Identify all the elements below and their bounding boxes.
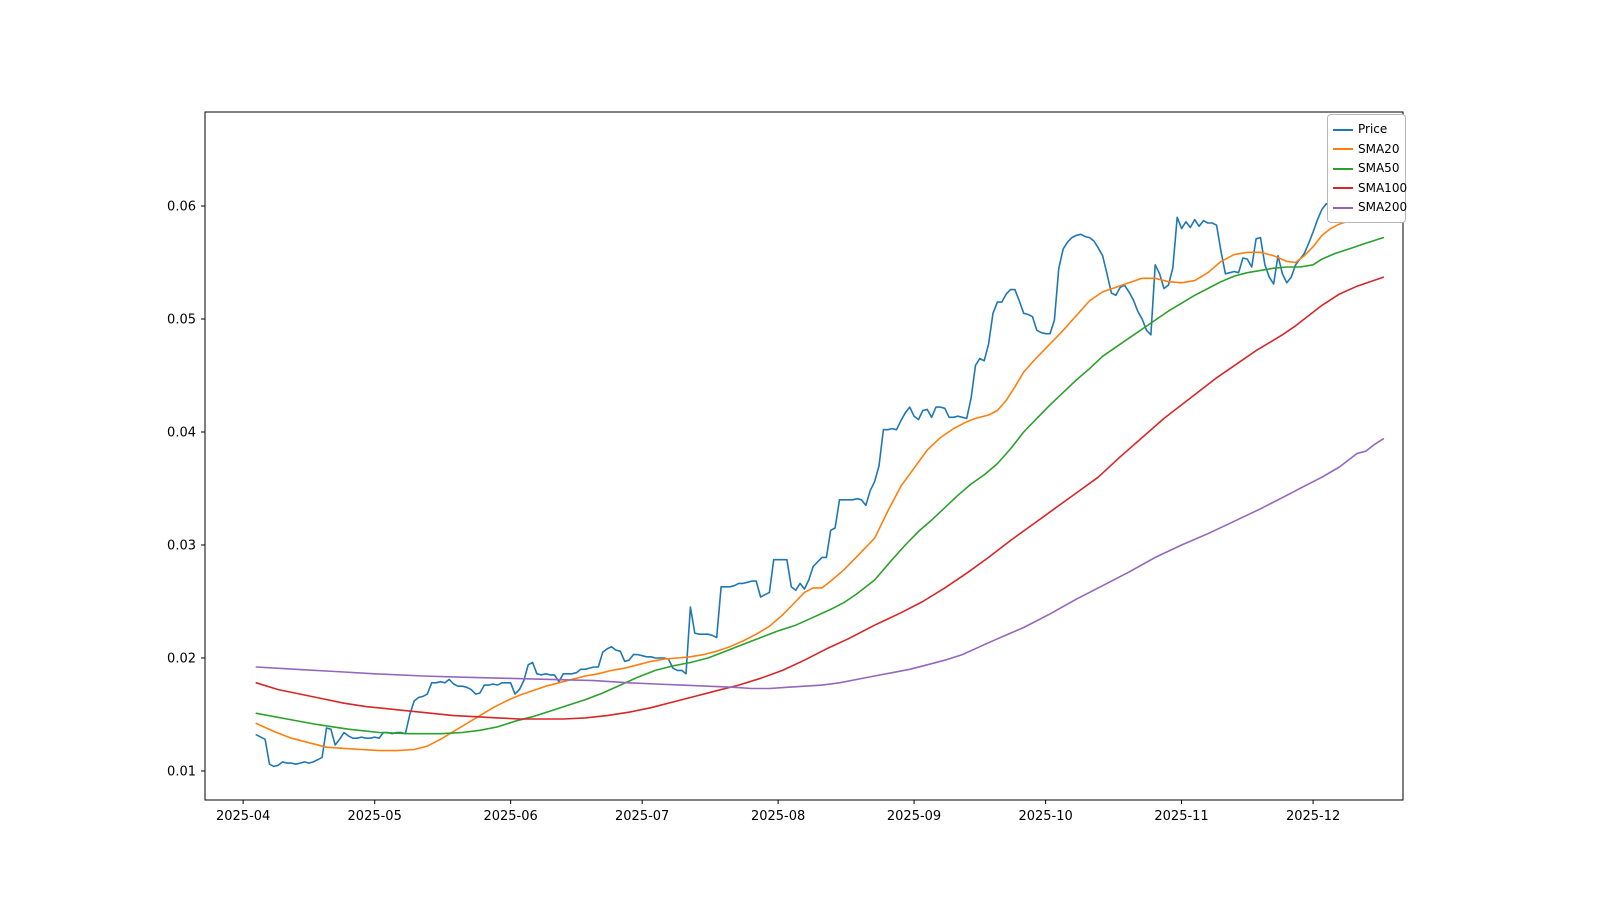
x-tick-label: 2025-08: [751, 809, 805, 824]
legend-item-price: Price: [1333, 120, 1402, 139]
sma20-line-swatch-icon: [1333, 148, 1353, 150]
x-tick-label: 2025-04: [216, 809, 270, 824]
y-tick-label: 0.04: [167, 425, 196, 440]
price-line-swatch-icon: [1333, 128, 1353, 131]
legend-label-sma20: SMA20: [1358, 141, 1400, 156]
legend-item-sma200: SMA200: [1333, 198, 1407, 217]
x-tick-label: 2025-06: [483, 809, 537, 824]
legend-label-sma200: SMA200: [1358, 200, 1408, 214]
legend-label-sma100: SMA100: [1358, 180, 1408, 195]
legend-item-sma20: SMA20: [1333, 140, 1402, 159]
legend: Price SMA20 SMA50 SMA100 SMA200: [1327, 114, 1407, 223]
price-line: [255, 199, 1385, 768]
y-tick-label: 0.01: [167, 764, 196, 779]
x-tick-label: 2025-09: [887, 809, 941, 824]
legend-label-price: Price: [1358, 122, 1388, 136]
x-tick-label: 2025-07: [615, 809, 669, 824]
legend-label-sma50: SMA50: [1358, 161, 1400, 175]
sma100-line: [255, 276, 1385, 720]
x-tick-label: 2025-12: [1286, 809, 1340, 824]
plot-frame: [204, 111, 1404, 801]
sma50-line: [255, 236, 1385, 735]
x-tick-label: 2025-10: [1018, 809, 1072, 824]
y-tick-label: 0.05: [167, 312, 196, 327]
sma20-line: [255, 209, 1385, 752]
y-tick-label: 0.02: [167, 651, 196, 666]
x-tick-label: 2025-05: [348, 809, 402, 824]
legend-item-sma100: SMA100: [1333, 179, 1407, 198]
legend-item-sma50: SMA50: [1333, 159, 1402, 178]
sma50-line-swatch-icon: [1333, 167, 1353, 170]
sma200-line: [255, 437, 1385, 690]
sma200-line-swatch-icon: [1333, 206, 1353, 209]
y-tick-label: 0.06: [167, 200, 196, 215]
x-tick-label: 2025-11: [1154, 809, 1208, 824]
sma100-line-swatch-icon: [1333, 187, 1353, 189]
y-tick-label: 0.03: [167, 538, 196, 553]
